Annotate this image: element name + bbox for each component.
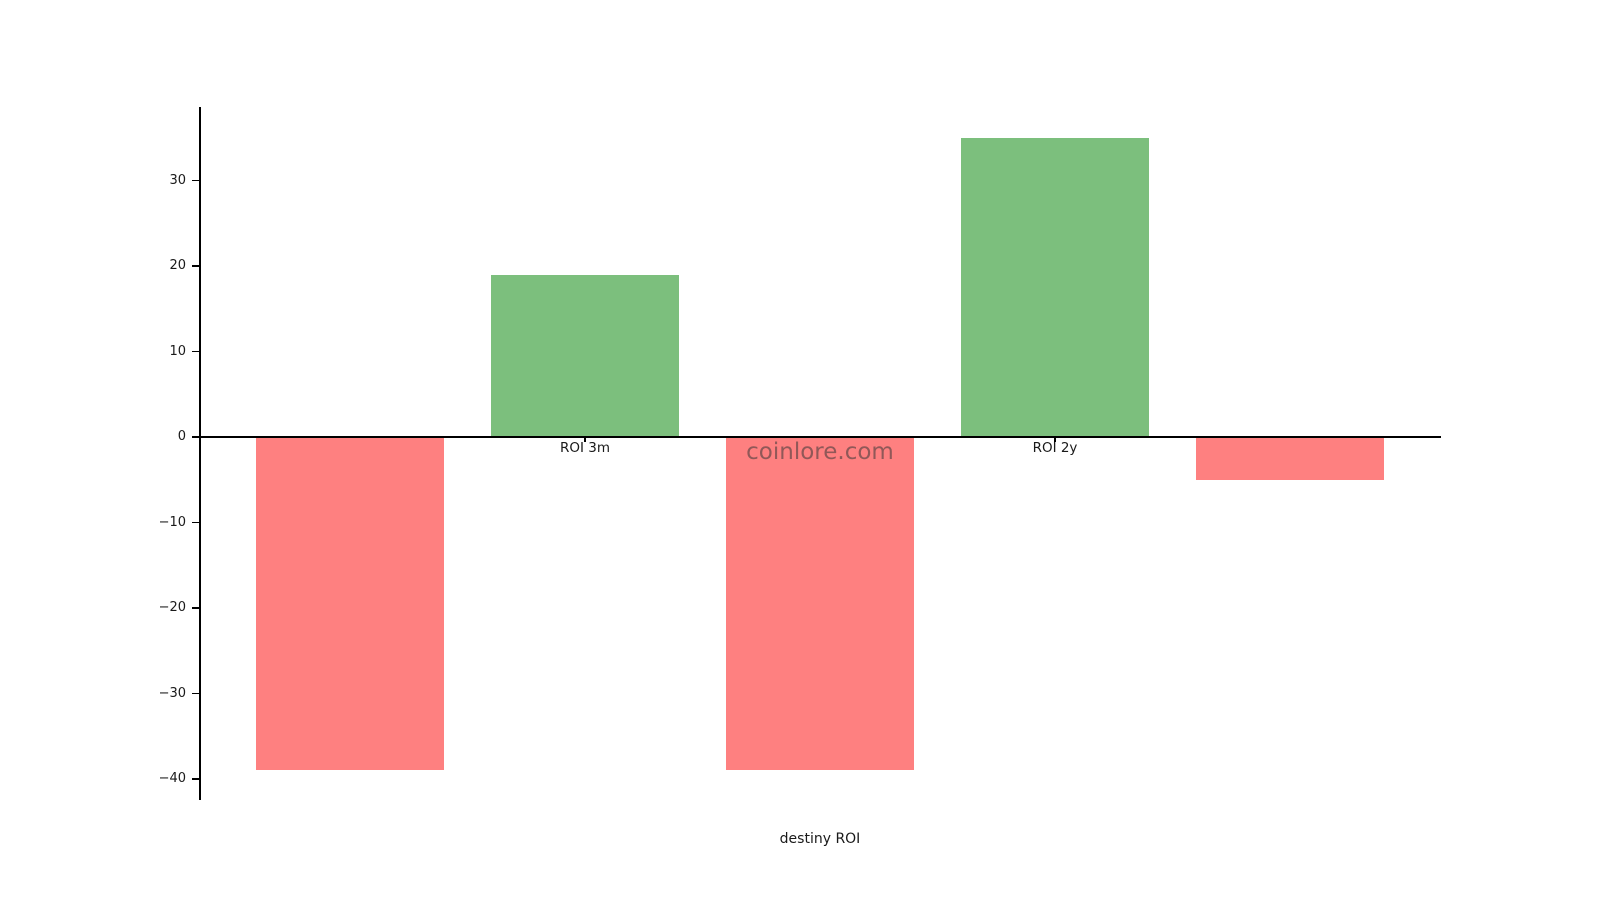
bar-0 [256,437,444,771]
y-tick-mark [192,179,200,182]
y-axis-spine [199,107,201,800]
y-tick-mark [192,778,200,780]
x-tick-mark [1054,437,1056,442]
y-tick-mark [192,692,200,695]
x-axis-zero-line [200,436,1441,438]
y-tick-label: 0 [177,429,186,444]
bar-2 [726,437,914,771]
y-tick-mark [192,607,200,609]
y-tick-mark [192,350,200,353]
x-tick-label: ROI 3m [559,440,611,456]
y-tick-label: −40 [158,771,186,786]
watermark-text: coinlore.com [746,439,894,465]
y-tick-label: −30 [158,685,186,701]
x-axis-title: destiny ROI [779,831,861,847]
bar-4 [1196,437,1384,480]
y-tick-label: −20 [158,600,186,615]
x-tick-label: ROI 2y [1032,440,1078,456]
y-tick-label: 30 [169,172,186,188]
y-tick-label: 10 [169,343,186,359]
y-tick-mark [192,521,200,524]
y-tick-label: −10 [158,514,186,530]
y-tick-mark [192,265,200,267]
bar-1 [491,274,679,437]
x-tick-mark [584,437,586,442]
y-tick-mark [192,436,200,438]
y-tick-label: 20 [169,258,186,273]
bar-3 [961,137,1149,437]
